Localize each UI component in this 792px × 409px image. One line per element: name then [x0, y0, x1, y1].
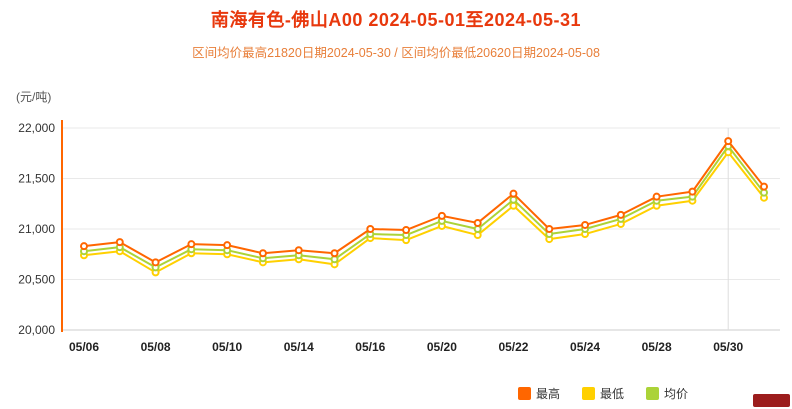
data-point-marker[interactable]	[330, 249, 339, 258]
logo-badge	[753, 394, 790, 407]
legend-item-low[interactable]: 最低	[581, 385, 624, 402]
x-tick-label: 05/30	[713, 340, 743, 354]
data-point-marker[interactable]	[688, 187, 697, 196]
data-point-marker[interactable]	[437, 211, 446, 220]
data-point-marker[interactable]	[473, 218, 482, 227]
legend-label-low: 最低	[599, 387, 624, 401]
data-point-marker[interactable]	[760, 182, 768, 191]
legend-label-avg: 均价	[663, 387, 688, 401]
y-tick-label: 22,000	[18, 121, 55, 135]
y-tick-label: 20,000	[18, 323, 55, 337]
data-point-marker[interactable]	[223, 241, 232, 250]
legend-swatch-high-icon	[517, 387, 531, 400]
y-tick-label: 20,500	[18, 273, 55, 287]
data-point-marker[interactable]	[151, 258, 160, 267]
y-tick-label: 21,500	[18, 172, 55, 186]
series-line-最高	[83, 140, 765, 264]
x-tick-label: 05/14	[284, 340, 314, 354]
y-tick-label: 21,000	[18, 222, 55, 236]
data-point-marker[interactable]	[187, 240, 196, 249]
x-tick-label: 05/20	[427, 340, 457, 354]
data-point-marker[interactable]	[545, 225, 554, 233]
x-tick-label: 05/22	[498, 340, 528, 354]
legend-item-high[interactable]: 最高	[517, 385, 560, 402]
data-point-marker[interactable]	[115, 238, 124, 247]
x-tick-label: 05/16	[355, 340, 385, 354]
data-point-marker[interactable]	[652, 192, 661, 201]
data-point-marker[interactable]	[402, 226, 411, 235]
data-point-marker[interactable]	[616, 210, 625, 219]
series-line-最低	[83, 151, 765, 274]
data-point-marker[interactable]	[509, 189, 518, 198]
x-tick-label: 05/28	[642, 340, 672, 354]
chart-legend: 最高 最低 均价	[517, 385, 688, 402]
data-point-marker[interactable]	[294, 246, 303, 255]
x-tick-label: 05/06	[69, 340, 99, 354]
x-tick-label: 05/24	[570, 340, 600, 354]
page-title: 南海有色-佛山A00 2024-05-01至2024-05-31	[210, 10, 582, 30]
chart-subtitle: 区间均价最高21820日期2024-05-30 / 区间均价最低20620日期2…	[192, 46, 600, 60]
data-point-marker[interactable]	[724, 137, 733, 146]
data-point-marker[interactable]	[258, 249, 267, 258]
legend-item-avg[interactable]: 均价	[645, 385, 688, 402]
x-tick-label: 05/10	[212, 340, 242, 354]
y-axis-unit-label: (元/吨)	[16, 90, 52, 104]
data-point-marker[interactable]	[581, 220, 590, 229]
legend-swatch-low-icon	[581, 387, 595, 400]
x-tick-label: 05/08	[141, 340, 171, 354]
data-point-marker[interactable]	[366, 225, 375, 233]
data-point-marker[interactable]	[80, 242, 88, 251]
legend-label-high: 最高	[535, 387, 560, 401]
legend-swatch-avg-icon	[645, 387, 659, 400]
series-line-均价	[83, 145, 765, 269]
